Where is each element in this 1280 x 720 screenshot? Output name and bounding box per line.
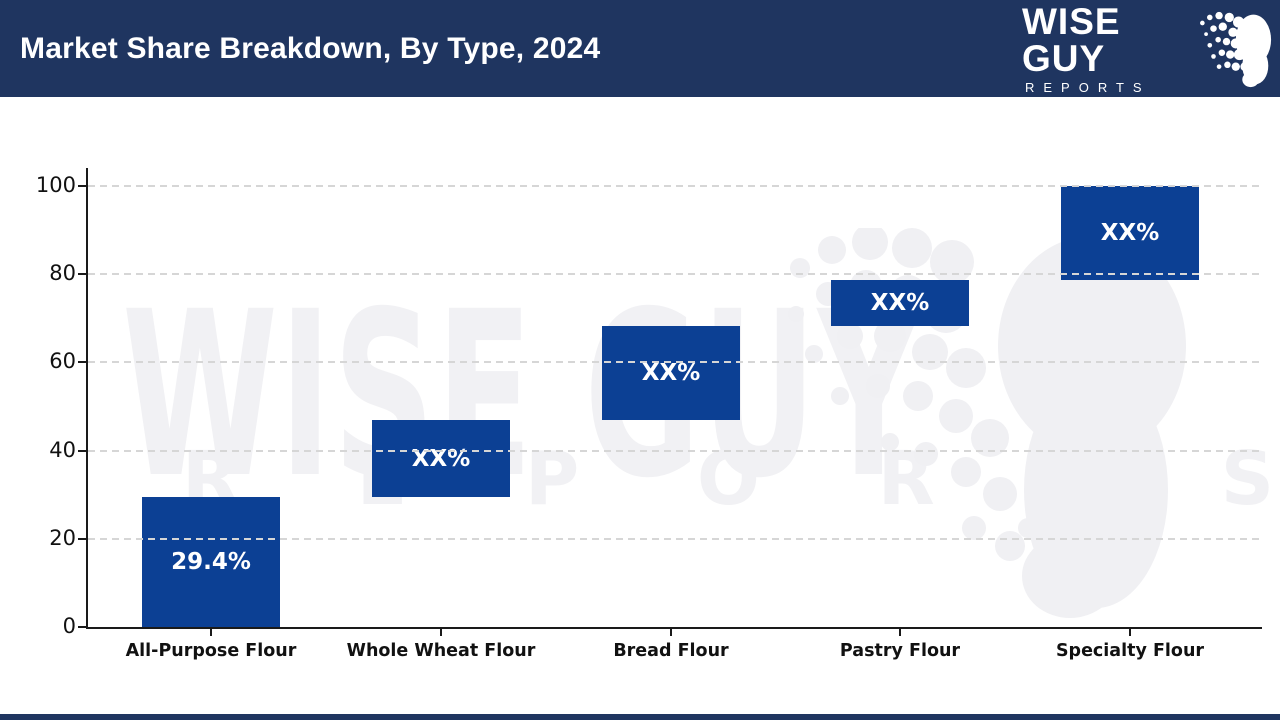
page-title: Market Share Breakdown, By Type, 2024: [20, 31, 601, 65]
y-tick-label: 80: [49, 261, 76, 286]
brand-logo-text: WISE GUY REPORTS: [1022, 3, 1208, 95]
x-tick-mark: [670, 628, 672, 636]
footer-bar: [0, 714, 1280, 720]
brand-logo-wiseguy: WISE GUY: [1022, 1, 1121, 79]
brand-logo-reports: REPORTS: [1025, 80, 1151, 95]
brand-logo: WISE GUY REPORTS: [1022, 3, 1272, 95]
y-axis-line: [86, 168, 88, 629]
gridline-80: [88, 273, 1262, 276]
y-tick-mark: [78, 449, 86, 452]
x-tick-label: Whole Wheat Flour: [346, 641, 536, 661]
bar-pastry-flour: XX%: [831, 279, 969, 326]
y-tick-mark: [78, 185, 86, 187]
x-tick-mark: [210, 628, 212, 636]
watermark-head-icon: [788, 228, 1186, 618]
y-tick-label: 40: [49, 437, 76, 462]
watermark-text-wiseguy: WISE GUY: [122, 262, 922, 528]
y-tick-label: 0: [62, 614, 76, 638]
x-tick-mark: [440, 628, 442, 636]
x-tick-label: Pastry Flour: [839, 641, 961, 661]
y-tick-label: 100: [35, 173, 76, 197]
y-tick-mark: [78, 361, 86, 364]
x-tick-label: Specialty Flour: [1055, 641, 1205, 661]
header-bar: Market Share Breakdown, By Type, 2024 WI…: [0, 0, 1280, 97]
x-tick-label: Bread Flour: [613, 641, 729, 661]
bar-value-label: 29.4%: [171, 549, 251, 576]
y-tick-mark: [78, 273, 86, 276]
y-tick-mark: [78, 537, 86, 540]
x-tick-mark: [899, 628, 901, 636]
gridline-40: [88, 449, 1262, 452]
gridline-20: [88, 537, 1262, 540]
gridline-100: [88, 185, 1262, 187]
y-tick-mark: [78, 626, 86, 628]
plot-area: 29.4% All-Purpose Flour XX% Whole Wheat Flo…: [0, 97, 1280, 714]
gridline-60: [88, 361, 1262, 364]
y-tick-label: 20: [49, 525, 76, 550]
y-tick-label: 60: [49, 349, 76, 374]
bar-value-label: XX%: [641, 359, 701, 386]
x-axis-line: [86, 627, 1262, 629]
bar-bread-flour: XX%: [602, 325, 740, 420]
brand-logo-head-icon: [1200, 11, 1272, 88]
bar-whole-wheat-flour: XX%: [372, 419, 510, 498]
bar-value-label: XX%: [870, 289, 930, 316]
bar-all-purpose-flour: 29.4%: [142, 497, 280, 627]
bar-value-label: XX%: [1100, 219, 1160, 246]
x-tick-mark: [1129, 628, 1131, 636]
x-tick-label: All-Purpose Flour: [125, 641, 297, 661]
bar-specialty-flour: XX%: [1061, 186, 1199, 280]
